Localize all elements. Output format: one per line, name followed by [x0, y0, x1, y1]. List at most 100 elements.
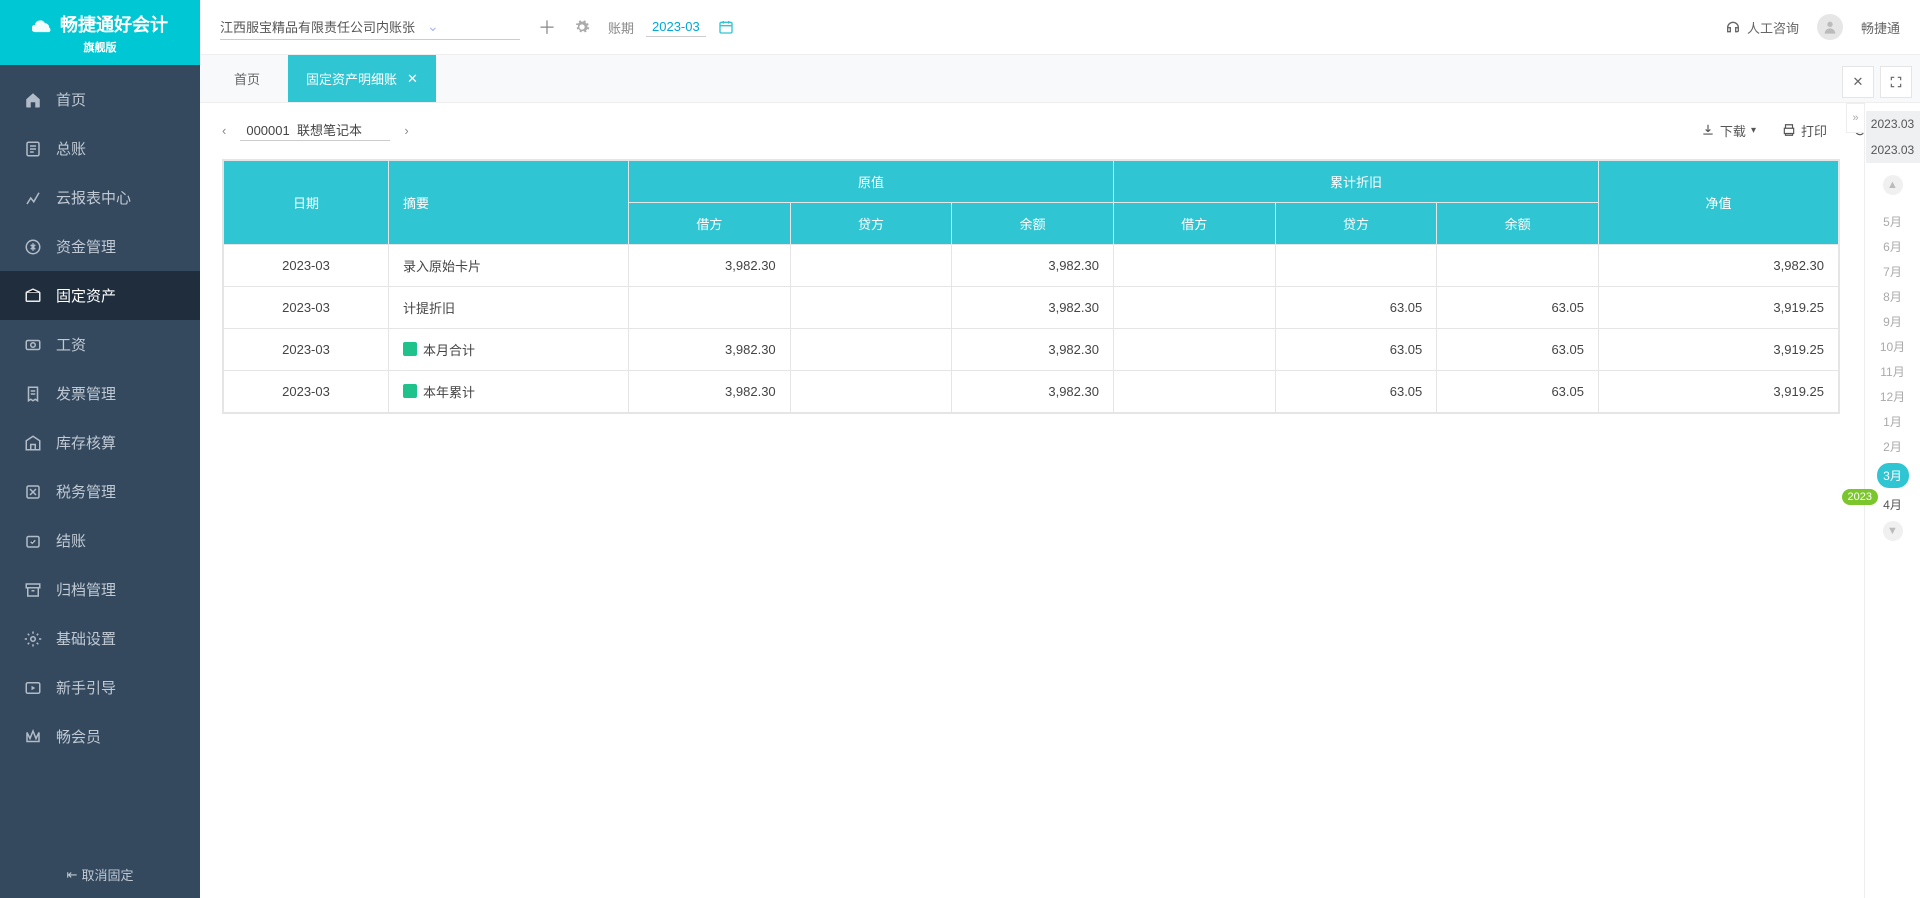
tax-icon — [24, 483, 42, 501]
print-button[interactable]: 打印 — [1782, 121, 1827, 140]
asset-icon — [24, 287, 42, 305]
sidebar-item-10[interactable]: 归档管理 — [0, 565, 200, 614]
th-o-balance: 余额 — [952, 203, 1114, 245]
support-link[interactable]: 人工咨询 — [1725, 18, 1799, 37]
close-tab-icon[interactable]: ✕ — [407, 71, 418, 87]
sidebar-item-9[interactable]: 结账 — [0, 516, 200, 565]
sidebar-item-3[interactable]: 资金管理 — [0, 222, 200, 271]
asset-input[interactable] — [240, 119, 390, 141]
archive-icon — [24, 581, 42, 599]
rail-month[interactable]: 2月 — [1877, 438, 1909, 455]
sidebar-item-4[interactable]: 固定资产 — [0, 271, 200, 320]
tab-home[interactable]: 首页 — [220, 69, 274, 88]
chevron-down-icon: ▾ — [1751, 125, 1756, 136]
tab-asset-detail[interactable]: 固定资产明细账 ✕ — [288, 55, 436, 102]
sidebar-item-label: 库存核算 — [56, 432, 116, 453]
pin-icon: ⇤ — [67, 867, 78, 883]
th-d-debit: 借方 — [1113, 203, 1275, 245]
sidebar-item-label: 云报表中心 — [56, 187, 131, 208]
download-label: 下载 — [1720, 121, 1746, 140]
rail-month[interactable]: 3月 — [1877, 463, 1909, 488]
sidebar-item-12[interactable]: 新手引导 — [0, 663, 200, 712]
main-area: 江西服宝精品有限责任公司内账张 ⌄ ＋ 账期 2023-03 人工咨询 — [200, 0, 1920, 898]
brand-edition: 旗舰版 — [84, 39, 117, 55]
rail-down-icon[interactable]: ▼ — [1883, 521, 1903, 541]
brand-name: 畅捷通好会计 — [60, 11, 168, 37]
sidebar-item-1[interactable]: 总账 — [0, 124, 200, 173]
sidebar-item-7[interactable]: 库存核算 — [0, 418, 200, 467]
summary-tag-icon — [403, 384, 417, 398]
company-selector[interactable]: 江西服宝精品有限责任公司内账张 ⌄ — [220, 14, 520, 40]
sidebar-item-label: 固定资产 — [56, 285, 116, 306]
sidebar-item-11[interactable]: 基础设置 — [0, 614, 200, 663]
user-name[interactable]: 畅捷通 — [1861, 18, 1900, 37]
support-label: 人工咨询 — [1747, 18, 1799, 37]
rail-month[interactable]: 7月 — [1877, 263, 1909, 280]
sidebar-item-6[interactable]: 发票管理 — [0, 369, 200, 418]
brand-logo: 畅捷通好会计 旗舰版 — [0, 0, 200, 65]
tabs-bar: 首页 固定资产明细账 ✕ — [200, 55, 1920, 103]
rail-month[interactable]: 12月 — [1877, 388, 1909, 405]
rail-date-start[interactable]: 2023.03 — [1866, 111, 1920, 137]
salary-icon — [24, 336, 42, 354]
rail-month[interactable]: 5月 — [1877, 213, 1909, 230]
home-icon — [24, 91, 42, 109]
th-original: 原值 — [629, 161, 1114, 203]
sidebar-item-5[interactable]: 工资 — [0, 320, 200, 369]
period-value[interactable]: 2023-03 — [646, 17, 706, 37]
calendar-icon[interactable] — [718, 19, 734, 35]
avatar[interactable] — [1817, 14, 1843, 40]
ledger-icon — [24, 140, 42, 158]
rail-month[interactable]: 8月 — [1877, 288, 1909, 305]
rail-month[interactable]: 6月 — [1877, 238, 1909, 255]
sidebar-item-label: 首页 — [56, 89, 86, 110]
prev-asset-icon[interactable]: ‹ — [222, 123, 226, 138]
rail-up-icon[interactable]: ▲ — [1883, 175, 1903, 195]
tab-active-label: 固定资产明细账 — [306, 69, 397, 88]
download-button[interactable]: 下载 ▾ — [1701, 121, 1756, 140]
rail-month[interactable]: 1月 — [1877, 413, 1909, 430]
date-rail: 2023.03 2023.03 ▲ 5月 6月 7月 8月 9月 10月 11月 12月 1月 2… — [1864, 103, 1920, 898]
print-label: 打印 — [1801, 121, 1827, 140]
inventory-icon — [24, 434, 42, 452]
th-o-credit: 贷方 — [790, 203, 952, 245]
rail-month[interactable]: 9月 — [1877, 313, 1909, 330]
download-icon — [1701, 123, 1715, 137]
headset-icon — [1725, 19, 1741, 35]
add-icon[interactable]: ＋ — [538, 14, 556, 40]
rail-year-badge: 2023 — [1842, 489, 1878, 505]
sidebar-item-0[interactable]: 首页 — [0, 75, 200, 124]
page-toolbar: ‹ › 下载 ▾ 打印 刷新 — [200, 103, 1920, 149]
th-o-debit: 借方 — [629, 203, 791, 245]
fullscreen-button[interactable] — [1880, 66, 1912, 98]
cloud-icon — [32, 15, 54, 33]
rail-date-end[interactable]: 2023.03 — [1866, 137, 1920, 163]
sidebar-item-label: 总账 — [56, 138, 86, 159]
th-d-credit: 贷方 — [1275, 203, 1437, 245]
summary-tag-icon — [403, 342, 417, 356]
sidebar-item-13[interactable]: 畅会员 — [0, 712, 200, 761]
th-net: 净值 — [1599, 161, 1839, 245]
invoice-icon — [24, 385, 42, 403]
rail-month[interactable]: 11月 — [1877, 363, 1909, 380]
sidebar-item-8[interactable]: 税务管理 — [0, 467, 200, 516]
sidebar-item-label: 基础设置 — [56, 628, 116, 649]
sidebar-item-2[interactable]: 云报表中心 — [0, 173, 200, 222]
th-date: 日期 — [224, 161, 389, 245]
table-row: 2023-03本年累计3,982.303,982.3063.0563.053,9… — [224, 371, 1839, 413]
chevron-down-icon: ⌄ — [427, 18, 439, 35]
rail-month[interactable]: 4月 — [1877, 496, 1909, 513]
close-panel-button[interactable]: ✕ — [1842, 66, 1874, 98]
sidebar-item-label: 税务管理 — [56, 481, 116, 502]
rail-collapse-button[interactable]: » — [1846, 103, 1864, 133]
settings-icon — [24, 630, 42, 648]
sidebar-item-label: 畅会员 — [56, 726, 101, 747]
rail-month[interactable]: 10月 — [1877, 338, 1909, 355]
company-name: 江西服宝精品有限责任公司内账张 — [220, 17, 415, 36]
sidebar-item-label: 结账 — [56, 530, 86, 551]
next-asset-icon[interactable]: › — [404, 123, 408, 138]
sidebar-footer[interactable]: ⇤ 取消固定 — [0, 851, 200, 898]
table-row: 2023-03计提折旧3,982.3063.0563.053,919.25 — [224, 287, 1839, 329]
gear-icon[interactable] — [574, 19, 590, 35]
asset-detail-table: 日期 摘要 原值 累计折旧 净值 借方 贷方 余额 借方 贷方 余额 2023-… — [222, 159, 1840, 414]
